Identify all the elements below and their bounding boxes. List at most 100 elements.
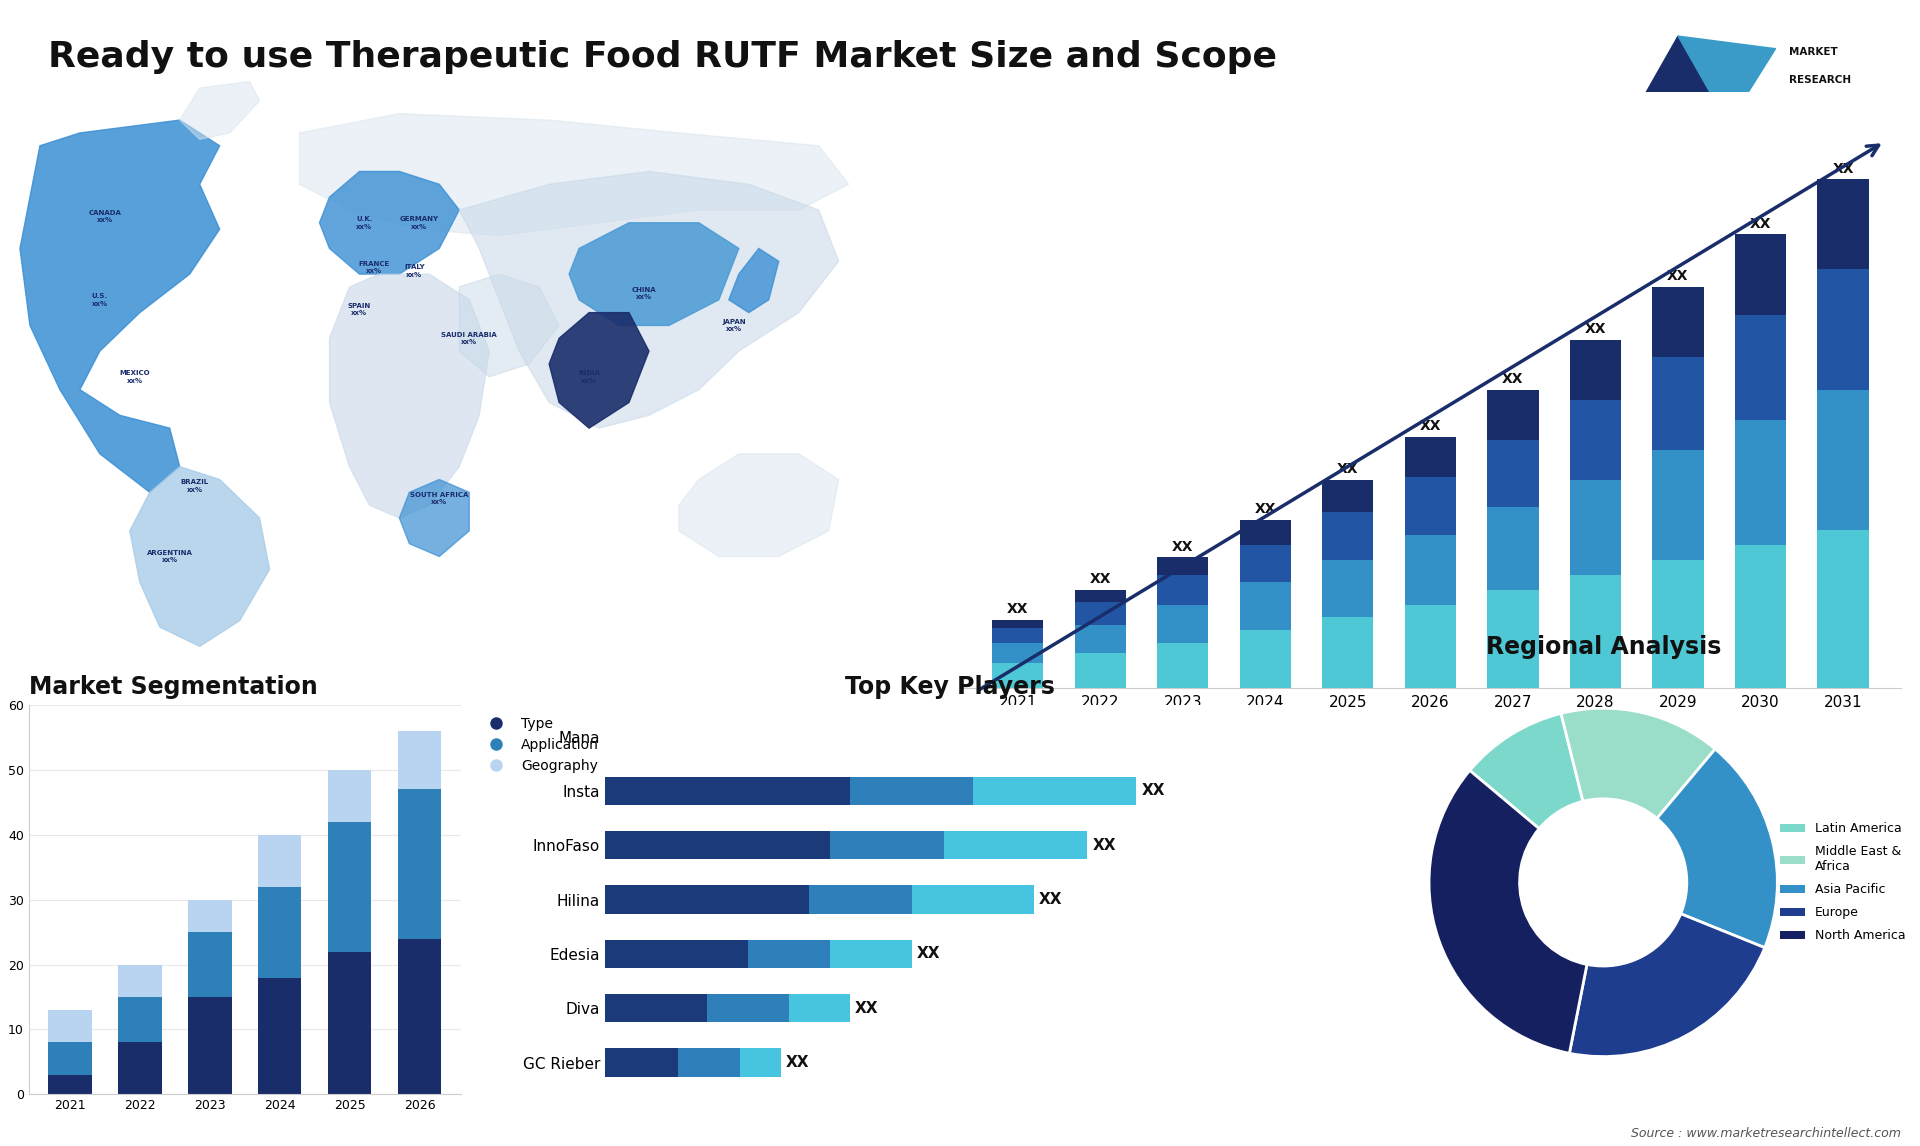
Bar bbox=[1405, 438, 1455, 477]
Text: XX: XX bbox=[1171, 540, 1194, 554]
Bar bbox=[1075, 652, 1125, 688]
Text: SPAIN
xx%: SPAIN xx% bbox=[348, 303, 371, 316]
Bar bbox=[1158, 557, 1208, 575]
Text: XX: XX bbox=[785, 1055, 808, 1070]
Bar bbox=[1405, 535, 1455, 605]
Bar bbox=[1571, 400, 1620, 480]
Bar bbox=[1571, 480, 1620, 575]
Wedge shape bbox=[1569, 913, 1764, 1057]
Text: FRANCE
xx%: FRANCE xx% bbox=[359, 261, 390, 274]
Bar bbox=[1488, 440, 1538, 508]
Legend: Latin America, Middle East &
Africa, Asia Pacific, Europe, North America: Latin America, Middle East & Africa, Asi… bbox=[1774, 817, 1910, 948]
Polygon shape bbox=[730, 249, 780, 313]
Bar bbox=[1653, 560, 1703, 688]
Wedge shape bbox=[1428, 770, 1588, 1053]
Bar bbox=[605, 994, 707, 1022]
Text: XX: XX bbox=[1254, 502, 1277, 516]
Bar bbox=[1323, 512, 1373, 560]
Bar bbox=[851, 777, 973, 806]
Bar bbox=[1818, 179, 1868, 269]
Bar bbox=[1240, 630, 1290, 688]
Text: CANADA
xx%: CANADA xx% bbox=[88, 210, 121, 223]
Text: INTELLECT: INTELLECT bbox=[1789, 103, 1851, 113]
Text: ARGENTINA
xx%: ARGENTINA xx% bbox=[146, 550, 192, 563]
Text: XX: XX bbox=[916, 947, 941, 961]
Bar bbox=[945, 831, 1087, 860]
Bar bbox=[1736, 235, 1786, 314]
Bar bbox=[810, 886, 912, 913]
Bar bbox=[188, 997, 232, 1094]
Text: Market Segmentation: Market Segmentation bbox=[29, 675, 317, 699]
Text: BRAZIL
xx%: BRAZIL xx% bbox=[180, 479, 209, 493]
Bar bbox=[328, 822, 371, 951]
Bar bbox=[397, 731, 442, 790]
Polygon shape bbox=[459, 172, 839, 429]
Text: MEXICO
xx%: MEXICO xx% bbox=[119, 370, 150, 384]
Bar bbox=[912, 886, 1035, 913]
Text: U.S.
xx%: U.S. xx% bbox=[92, 293, 108, 306]
Title: Top Key Players: Top Key Players bbox=[845, 675, 1056, 699]
Text: XX: XX bbox=[1584, 322, 1607, 336]
Bar bbox=[1736, 419, 1786, 544]
Bar bbox=[48, 1010, 92, 1043]
Bar bbox=[605, 777, 851, 806]
Bar bbox=[1240, 544, 1290, 582]
Bar bbox=[707, 994, 789, 1022]
Bar bbox=[119, 997, 161, 1043]
Bar bbox=[1488, 390, 1538, 440]
Bar bbox=[605, 1049, 678, 1077]
Polygon shape bbox=[568, 222, 739, 325]
Bar bbox=[829, 831, 945, 860]
Text: INDIA
xx%: INDIA xx% bbox=[578, 370, 601, 384]
Bar bbox=[257, 978, 301, 1094]
Bar bbox=[328, 951, 371, 1094]
Bar bbox=[1571, 575, 1620, 688]
Bar bbox=[48, 1075, 92, 1094]
Bar bbox=[749, 940, 829, 968]
Bar bbox=[1405, 477, 1455, 535]
Text: XX: XX bbox=[1006, 603, 1029, 617]
Text: XX: XX bbox=[1832, 162, 1855, 175]
Bar bbox=[993, 620, 1043, 628]
Text: SOUTH AFRICA
xx%: SOUTH AFRICA xx% bbox=[411, 492, 468, 505]
Polygon shape bbox=[1678, 37, 1776, 125]
Text: Ready to use Therapeutic Food RUTF Market Size and Scope: Ready to use Therapeutic Food RUTF Marke… bbox=[48, 40, 1277, 74]
Text: ITALY
xx%: ITALY xx% bbox=[403, 265, 424, 277]
Wedge shape bbox=[1561, 708, 1715, 818]
Bar bbox=[1736, 314, 1786, 419]
Polygon shape bbox=[300, 113, 849, 236]
Polygon shape bbox=[19, 120, 219, 493]
Text: SAUDI ARABIA
xx%: SAUDI ARABIA xx% bbox=[442, 331, 497, 345]
Bar bbox=[257, 834, 301, 887]
Text: XX: XX bbox=[1039, 892, 1062, 908]
Bar bbox=[188, 900, 232, 932]
Bar bbox=[1488, 508, 1538, 590]
Text: XX: XX bbox=[1336, 462, 1359, 476]
Bar bbox=[1488, 590, 1538, 688]
Text: CHINA
xx%: CHINA xx% bbox=[632, 286, 657, 300]
Polygon shape bbox=[549, 313, 649, 429]
Polygon shape bbox=[330, 274, 490, 518]
Text: MARKET: MARKET bbox=[1789, 47, 1837, 57]
Title: Regional Analysis: Regional Analysis bbox=[1486, 635, 1720, 659]
Bar bbox=[397, 939, 442, 1094]
Bar bbox=[1323, 480, 1373, 512]
Bar bbox=[605, 886, 810, 913]
Text: XX: XX bbox=[1419, 419, 1442, 433]
Bar bbox=[1323, 560, 1373, 618]
Bar bbox=[1158, 575, 1208, 605]
Polygon shape bbox=[1628, 37, 1728, 125]
Text: XX: XX bbox=[1667, 269, 1690, 283]
Text: JAPAN
xx%: JAPAN xx% bbox=[722, 319, 745, 332]
Bar bbox=[397, 790, 442, 939]
Bar bbox=[1818, 529, 1868, 688]
Wedge shape bbox=[1657, 749, 1778, 948]
Bar bbox=[119, 1043, 161, 1094]
Bar bbox=[678, 1049, 739, 1077]
Bar bbox=[1240, 520, 1290, 544]
Bar bbox=[328, 770, 371, 822]
Text: XX: XX bbox=[1749, 217, 1772, 230]
Polygon shape bbox=[319, 172, 459, 274]
Bar bbox=[1818, 269, 1868, 390]
Polygon shape bbox=[180, 81, 259, 140]
